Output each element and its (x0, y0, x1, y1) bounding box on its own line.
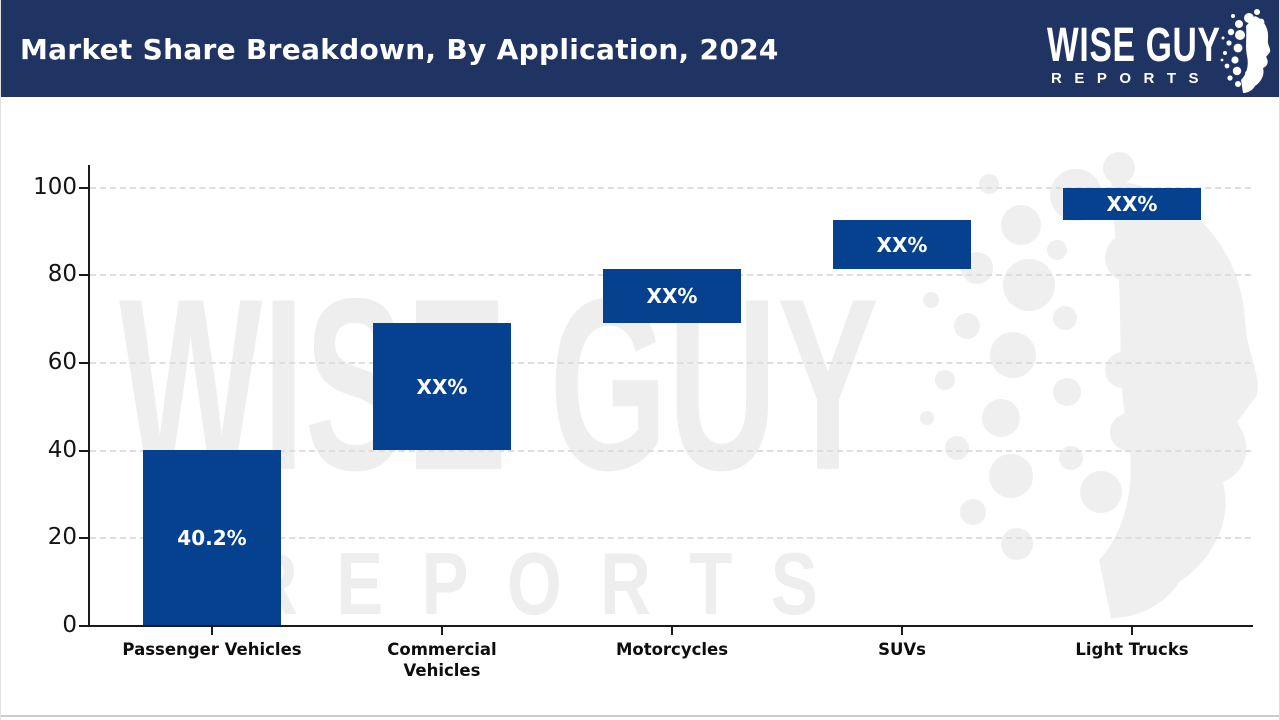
gridline-100 (90, 186, 1251, 189)
x-axis-label-passenger-vehicles: Passenger Vehicles (122, 640, 302, 659)
x-tick-motorcycles (671, 627, 673, 635)
y-tick-label: 40 (47, 436, 77, 463)
x-tick-suvs (901, 627, 903, 635)
y-axis-spine (88, 165, 90, 627)
x-tick-passenger-vehicles (211, 627, 213, 635)
x-tick-commercial-vehicles (441, 627, 443, 635)
bar-value-label: XX% (416, 374, 468, 399)
bar-value-label: XX% (646, 284, 698, 309)
wiseguy-head-icon (1220, 9, 1271, 93)
watermark-head-icon (920, 152, 1258, 618)
bar-value-label: XX% (876, 232, 928, 257)
y-tick-label: 100 (33, 173, 77, 200)
y-tick-label: 80 (47, 261, 77, 288)
header: Market Share Breakdown, By Application, … (1, 0, 1279, 97)
bar-value-label: XX% (1106, 191, 1158, 216)
y-tick-0 (79, 625, 88, 627)
watermark-subtext: REPORTS (247, 534, 857, 633)
y-tick-60 (79, 361, 88, 364)
x-axis-spine (88, 625, 1253, 627)
y-tick-label: 20 (47, 524, 77, 551)
logo-wordmark: WISE GUY (1047, 19, 1221, 72)
y-tick-100 (79, 186, 88, 189)
x-tick-light-trucks (1131, 627, 1133, 635)
bar-passenger-vehicles: 40.2% (143, 449, 281, 626)
x-axis-label-light-trucks: Light Trucks (1075, 640, 1189, 659)
y-tick-label: 0 (62, 612, 77, 638)
logo-subtext: REPORTS (1051, 70, 1212, 87)
gridline-60 (90, 361, 1251, 364)
bar-value-label: 40.2% (177, 525, 247, 550)
gridline-20 (90, 537, 1251, 540)
bar-commercial-vehicles: XX% (373, 323, 511, 450)
bottom-border (1, 715, 1279, 717)
y-tick-40 (79, 449, 88, 452)
gridline-40 (90, 449, 1251, 452)
x-axis-label-commercial-vehicles: Commercial Vehicles (387, 640, 497, 680)
bar-motorcycles: XX% (603, 269, 741, 324)
y-tick-label: 60 (47, 348, 77, 375)
x-axis-label-suvs: SUVs (878, 640, 926, 659)
y-tick-20 (79, 537, 88, 540)
wiseguy-logo: WISE GUY REPORTS (1041, 9, 1273, 93)
bar-light-trucks: XX% (1063, 187, 1201, 221)
page-title: Market Share Breakdown, By Application, … (20, 33, 779, 66)
y-tick-80 (79, 274, 88, 277)
x-axis-label-motorcycles: Motorcycles (615, 640, 729, 659)
bar-suvs: XX% (833, 220, 971, 270)
